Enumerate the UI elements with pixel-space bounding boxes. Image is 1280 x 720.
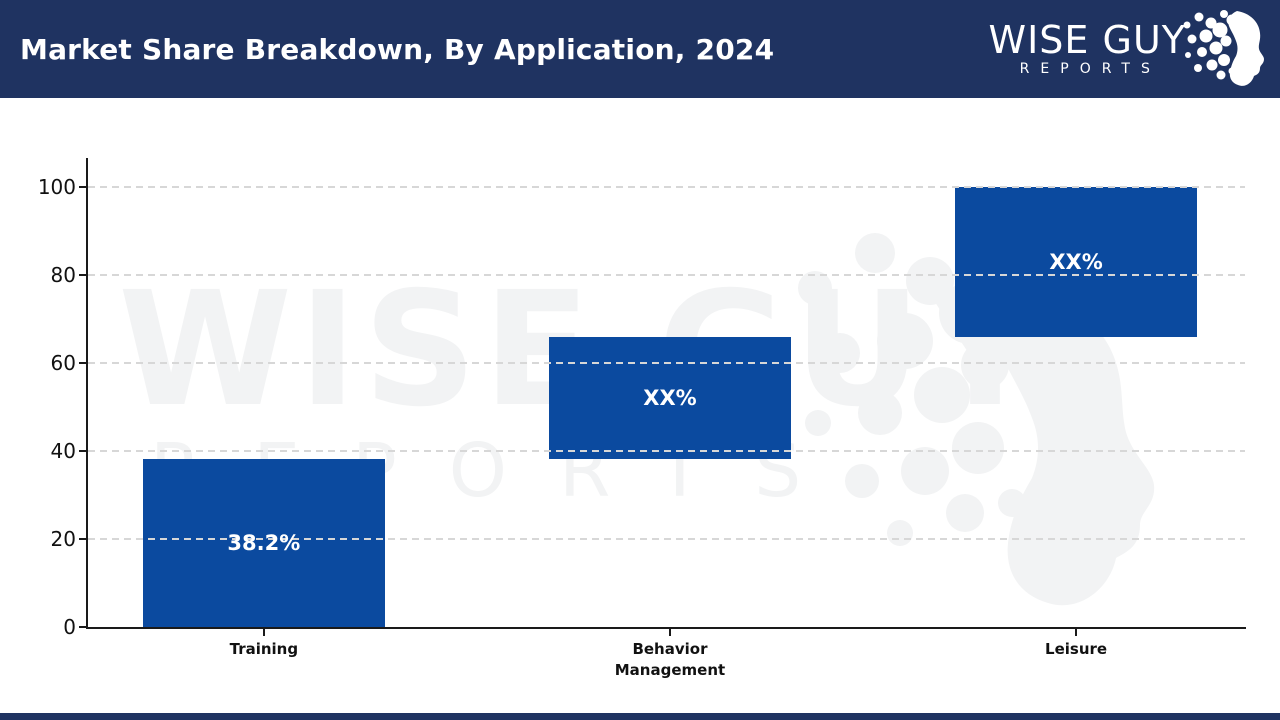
y-tick-label: 40 [50, 439, 76, 463]
x-axis-line [86, 627, 1246, 629]
x-tick-mark [668, 629, 671, 636]
y-tick-mark [79, 186, 87, 188]
y-tick-label: 100 [37, 175, 76, 199]
bar [548, 336, 791, 459]
y-tick-label: 60 [50, 351, 76, 375]
gridline [88, 450, 1245, 452]
gridline [88, 362, 1245, 364]
header-bar: Market Share Breakdown, By Application, … [0, 0, 1280, 98]
gridline [88, 274, 1245, 276]
wise-guy-logo: WISE GUY REPORTS [989, 6, 1266, 92]
x-tick-mark [262, 629, 265, 636]
logo-wiseguy-label: WISE GUY [988, 17, 1186, 62]
y-tick-mark [79, 362, 87, 364]
logo-face-icon [1183, 10, 1264, 86]
plot-area: 38.2% XX% XX% [88, 165, 1245, 627]
bar-value-label: XX% [1049, 249, 1103, 274]
y-tick-label: 80 [50, 263, 76, 287]
y-axis-line [86, 158, 88, 627]
bar-value-label: 38.2% [227, 530, 301, 555]
x-tick-mark [1075, 629, 1078, 636]
bar-value-label: XX% [643, 385, 697, 410]
chart-area: WISE GUY REPORTS 38.2 [0, 98, 1280, 713]
bar [142, 458, 385, 627]
gridline [88, 186, 1245, 188]
y-tick-label: 20 [50, 527, 76, 551]
watermark-face-icon [798, 225, 1155, 606]
y-tick-mark [79, 450, 87, 452]
y-tick-mark [79, 538, 87, 540]
logo-text: WISE GUY REPORTS [988, 17, 1186, 78]
y-tick-mark [79, 274, 87, 276]
logo-reports-label: REPORTS [1019, 61, 1161, 78]
x-category-label: Leisure [1045, 640, 1108, 658]
x-category-label: Behavior Management [614, 640, 726, 679]
x-category-label: Training [229, 640, 299, 658]
gridline [88, 538, 1245, 540]
bar [955, 187, 1198, 337]
y-tick-mark [79, 626, 87, 628]
page-title: Market Share Breakdown, By Application, … [20, 32, 775, 66]
footer-bar [0, 713, 1280, 720]
y-tick-label: 0 [63, 615, 76, 639]
